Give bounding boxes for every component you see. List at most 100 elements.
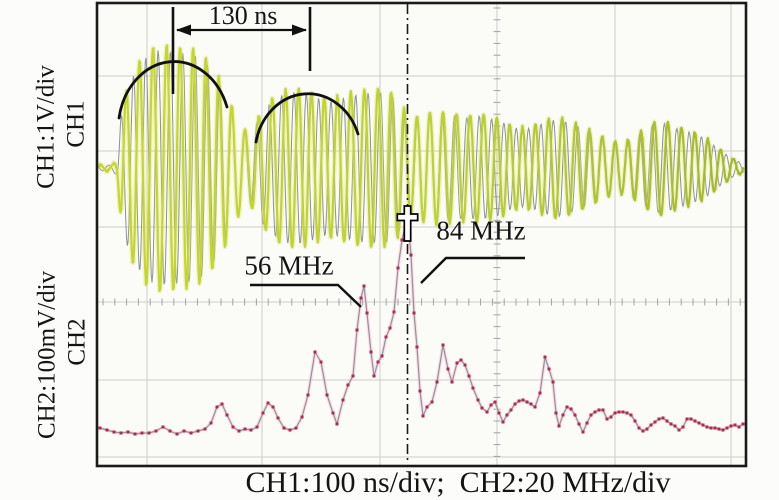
ch2-data-marker xyxy=(335,422,339,426)
ch2-data-marker xyxy=(661,416,665,420)
ch2-data-marker xyxy=(243,427,247,431)
ch2-data-marker xyxy=(147,431,151,435)
ch2-data-marker xyxy=(538,391,542,395)
ch2-data-marker xyxy=(480,406,484,410)
ch2-data-marker xyxy=(421,414,425,418)
ch2-data-marker xyxy=(657,417,661,421)
ch2-data-marker xyxy=(505,413,509,417)
ch2-data-marker xyxy=(467,374,471,378)
ch2-data-marker xyxy=(476,398,480,402)
ch2-data-marker xyxy=(713,426,717,430)
ch2-data-marker xyxy=(561,413,565,417)
ch2-data-marker xyxy=(589,413,593,417)
ch2-data-marker xyxy=(249,428,253,432)
ch2-data-marker xyxy=(717,427,721,431)
ch2-data-marker xyxy=(341,398,345,402)
ch2-data-marker xyxy=(189,431,193,435)
ch2-data-marker xyxy=(306,393,310,397)
ch2-data-marker xyxy=(577,422,581,426)
ch2-data-marker xyxy=(521,398,525,402)
ch2-data-marker xyxy=(369,350,373,354)
ch2-data-marker xyxy=(547,367,551,371)
ch2-data-marker xyxy=(681,425,685,429)
ch2-data-marker xyxy=(126,430,130,434)
ch2-data-marker xyxy=(168,429,172,433)
ch2-data-marker xyxy=(529,402,533,406)
ch2-data-marker xyxy=(319,360,323,364)
ch2-data-marker xyxy=(112,430,116,434)
ch2-data-marker xyxy=(294,426,298,430)
ch2-data-marker xyxy=(161,425,165,429)
peak-label-56mhz: 56 MHz xyxy=(244,250,334,281)
ch2-data-marker xyxy=(551,380,555,384)
ch2-data-marker xyxy=(288,428,292,432)
ch2-data-marker xyxy=(637,426,641,430)
ch2-data-marker xyxy=(629,413,633,417)
ch2-data-marker xyxy=(359,296,363,300)
ch2-data-marker xyxy=(593,410,597,414)
ch2-data-marker xyxy=(633,419,637,423)
cursor-crosshair-icon xyxy=(396,205,419,242)
ch1-channel-label: CH1 xyxy=(62,100,90,148)
ch2-scale-label: CH2:100mV/div xyxy=(33,270,61,440)
ch2-data-marker xyxy=(154,429,158,433)
ch2-data-marker xyxy=(459,358,463,362)
ch2-data-marker xyxy=(400,238,404,242)
ch2-data-marker xyxy=(450,380,454,384)
ch1-trace xyxy=(96,44,745,293)
ch2-data-marker xyxy=(489,403,493,407)
ch2-data-marker xyxy=(665,419,669,423)
ch2-data-marker xyxy=(685,417,689,421)
ch2-data-marker xyxy=(325,393,329,397)
peak-leader-56mhz xyxy=(250,283,362,308)
ch2-data-marker xyxy=(220,402,224,406)
burst-2-arc xyxy=(254,92,360,144)
ch2-data-marker xyxy=(455,361,459,365)
ch2-data-marker xyxy=(388,326,392,330)
ch2-data-marker xyxy=(693,419,697,423)
ch2-data-marker xyxy=(677,428,681,432)
ch2-data-marker xyxy=(645,427,649,431)
ch2-data-marker xyxy=(276,416,280,420)
ch2-data-marker xyxy=(689,417,693,421)
ch2-data-marker xyxy=(98,426,102,430)
bottom-axis-label: CH1:100 ns/div; CH2:20 MHz/div xyxy=(245,466,671,499)
ch2-data-marker xyxy=(182,429,186,433)
ch2-data-marker xyxy=(705,425,709,429)
ch2-data-marker xyxy=(392,310,396,314)
ch2-data-marker xyxy=(237,429,241,433)
ch2-data-marker xyxy=(133,432,137,436)
ch2-data-marker xyxy=(140,431,144,435)
ch2-data-marker xyxy=(175,432,179,436)
ch2-data-marker xyxy=(261,411,265,415)
ch2-data-marker xyxy=(573,413,577,417)
ch2-data-marker xyxy=(446,367,450,371)
ch2-data-marker xyxy=(641,429,645,433)
ch2-data-marker xyxy=(412,311,416,315)
ch2-data-marker xyxy=(266,401,270,405)
ch2-data-marker xyxy=(517,399,521,403)
ch2-data-marker xyxy=(346,383,350,387)
ch2-data-marker xyxy=(396,266,400,270)
ch2-data-marker xyxy=(365,311,369,315)
ch2-data-marker xyxy=(697,421,701,425)
ch2-data-marker xyxy=(585,421,589,425)
ch2-data-marker xyxy=(557,424,561,428)
ch2-data-marker xyxy=(331,411,335,415)
ch2-data-marker xyxy=(409,253,413,257)
ch2-data-marker xyxy=(509,408,513,412)
ch2-data-marker xyxy=(733,423,737,427)
ch2-data-marker xyxy=(525,400,529,404)
ch2-data-marker xyxy=(725,426,729,430)
ch2-data-marker xyxy=(196,429,200,433)
ch2-data-marker xyxy=(741,422,745,426)
ch2-data-marker xyxy=(513,402,517,406)
ch2-data-marker xyxy=(415,345,419,349)
ch2-data-marker xyxy=(597,408,601,412)
plot-frame xyxy=(95,1,748,468)
ch2-data-marker xyxy=(313,350,317,354)
ch2-data-marker xyxy=(362,284,366,288)
ch2-data-marker xyxy=(463,363,467,367)
ch2-data-marker xyxy=(729,424,733,428)
